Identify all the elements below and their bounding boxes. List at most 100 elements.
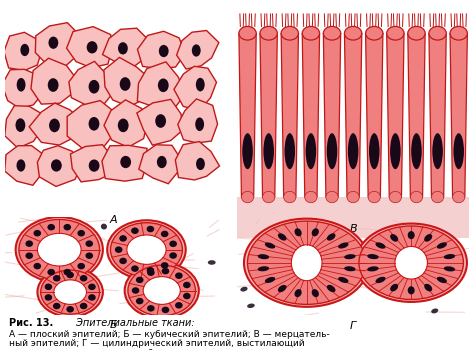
Ellipse shape [118, 42, 128, 55]
Ellipse shape [247, 303, 255, 308]
Ellipse shape [87, 41, 98, 54]
Ellipse shape [408, 27, 425, 40]
Ellipse shape [344, 254, 356, 259]
Ellipse shape [162, 307, 169, 313]
Ellipse shape [66, 306, 74, 313]
Text: В: В [349, 224, 357, 234]
Ellipse shape [47, 269, 55, 275]
Ellipse shape [437, 277, 447, 283]
Ellipse shape [88, 284, 96, 290]
Ellipse shape [294, 228, 301, 236]
Ellipse shape [195, 118, 204, 131]
Ellipse shape [85, 252, 93, 259]
Ellipse shape [323, 27, 341, 40]
Ellipse shape [390, 234, 398, 242]
Ellipse shape [345, 27, 362, 40]
Ellipse shape [120, 156, 131, 168]
Ellipse shape [45, 284, 52, 290]
Circle shape [54, 280, 86, 304]
Ellipse shape [368, 191, 380, 203]
Polygon shape [139, 145, 180, 184]
Circle shape [16, 217, 103, 282]
Ellipse shape [369, 133, 380, 169]
Polygon shape [387, 33, 404, 197]
Ellipse shape [375, 277, 385, 283]
Ellipse shape [34, 263, 41, 270]
Text: канальца почки, в которых образуется моча: канальца почки, в которых образуется моч… [9, 349, 222, 350]
Ellipse shape [169, 252, 177, 259]
Polygon shape [69, 61, 115, 105]
Ellipse shape [241, 191, 254, 203]
Ellipse shape [89, 117, 100, 131]
Circle shape [356, 224, 467, 302]
Ellipse shape [146, 267, 154, 274]
Polygon shape [174, 66, 217, 110]
Ellipse shape [395, 246, 428, 279]
Ellipse shape [312, 289, 319, 297]
Ellipse shape [161, 262, 168, 269]
Polygon shape [4, 32, 42, 70]
Ellipse shape [264, 133, 274, 169]
Circle shape [125, 263, 199, 318]
Ellipse shape [26, 240, 33, 247]
Ellipse shape [89, 160, 100, 172]
Ellipse shape [444, 254, 455, 259]
Ellipse shape [239, 27, 256, 40]
Polygon shape [104, 57, 150, 107]
Ellipse shape [208, 260, 216, 265]
Ellipse shape [192, 44, 201, 57]
Text: А: А [110, 215, 118, 225]
Ellipse shape [450, 27, 467, 40]
Ellipse shape [45, 294, 52, 301]
Ellipse shape [161, 231, 168, 237]
Ellipse shape [367, 266, 379, 272]
Circle shape [359, 226, 464, 300]
Ellipse shape [390, 133, 401, 169]
Circle shape [143, 276, 180, 304]
Ellipse shape [136, 298, 144, 304]
Polygon shape [323, 33, 341, 197]
Polygon shape [67, 27, 112, 68]
Ellipse shape [327, 285, 336, 292]
Ellipse shape [390, 284, 398, 292]
Ellipse shape [278, 233, 286, 240]
Ellipse shape [305, 191, 317, 203]
Ellipse shape [175, 302, 182, 309]
Ellipse shape [77, 263, 85, 270]
Ellipse shape [283, 191, 296, 203]
Ellipse shape [437, 242, 447, 249]
Ellipse shape [34, 230, 41, 237]
Ellipse shape [411, 133, 422, 169]
Ellipse shape [432, 133, 443, 169]
Ellipse shape [64, 224, 71, 230]
Ellipse shape [49, 119, 60, 132]
Ellipse shape [183, 282, 191, 288]
Ellipse shape [80, 303, 87, 309]
Ellipse shape [118, 119, 128, 132]
Ellipse shape [284, 133, 295, 169]
Circle shape [107, 220, 186, 279]
Ellipse shape [424, 284, 432, 292]
Bar [237, 197, 469, 238]
Ellipse shape [51, 159, 62, 172]
Circle shape [110, 223, 182, 276]
Ellipse shape [375, 242, 385, 249]
Polygon shape [29, 103, 83, 145]
Ellipse shape [263, 191, 275, 203]
Polygon shape [137, 62, 185, 110]
Ellipse shape [410, 191, 423, 203]
Ellipse shape [292, 245, 322, 281]
Ellipse shape [101, 224, 107, 230]
Ellipse shape [115, 246, 122, 253]
Ellipse shape [365, 27, 383, 40]
Ellipse shape [338, 243, 348, 248]
Ellipse shape [85, 240, 93, 247]
Ellipse shape [64, 269, 71, 275]
Ellipse shape [131, 228, 139, 234]
Ellipse shape [260, 27, 277, 40]
Ellipse shape [77, 230, 85, 237]
Ellipse shape [302, 27, 319, 40]
Polygon shape [31, 58, 76, 104]
Ellipse shape [429, 27, 446, 40]
Ellipse shape [175, 272, 182, 279]
